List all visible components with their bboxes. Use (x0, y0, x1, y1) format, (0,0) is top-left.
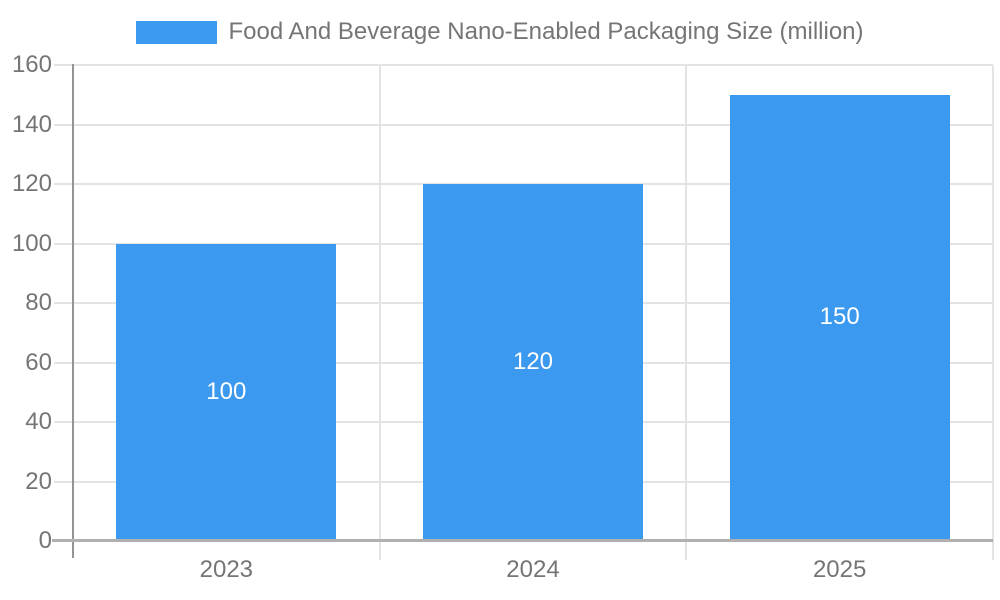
y-gridline (54, 64, 993, 66)
x-tick-label: 2023 (199, 556, 254, 583)
y-tick-label: 160 (11, 51, 52, 78)
y-tick-label: 20 (25, 467, 52, 495)
x-axis-line (52, 539, 993, 542)
legend-label: Food And Beverage Nano-Enabled Packaging… (228, 18, 864, 45)
y-tick-label: 40 (25, 408, 52, 435)
legend-swatch (136, 20, 218, 44)
bar-value-label: 100 (206, 377, 247, 405)
bar-value-label: 120 (512, 347, 554, 375)
y-tick-label: 100 (11, 229, 52, 257)
x-tick-label: 2024 (506, 556, 560, 583)
bar[interactable]: 100 (116, 243, 337, 540)
x-gridline (685, 65, 688, 560)
y-tick-label: 60 (25, 348, 52, 376)
y-tick-label: 80 (25, 289, 52, 316)
y-tick-label: 120 (11, 170, 52, 197)
legend-item[interactable]: Food And Beverage Nano-Enabled Packaging… (0, 17, 1000, 47)
x-gridline (378, 65, 381, 560)
bar[interactable]: 120 (423, 184, 643, 540)
plot-right-border (992, 65, 994, 560)
bar[interactable]: 150 (729, 94, 950, 540)
y-gridline (54, 123, 993, 126)
bar-value-label: 150 (819, 303, 860, 331)
y-tick-label: 0 (38, 527, 52, 554)
y-axis-line (72, 64, 74, 558)
x-tick-label: 2025 (812, 556, 867, 583)
y-tick-label: 140 (11, 110, 52, 138)
